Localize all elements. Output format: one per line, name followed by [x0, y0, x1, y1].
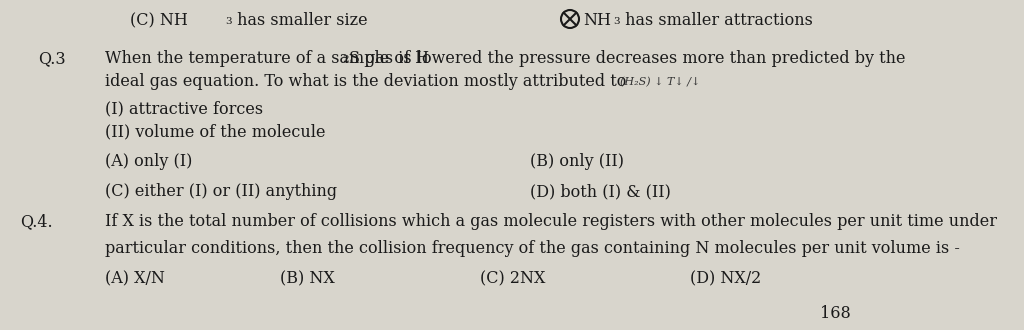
Text: (II) volume of the molecule: (II) volume of the molecule [105, 123, 326, 140]
Text: Q.3: Q.3 [38, 50, 66, 67]
Text: (I) attractive forces: (I) attractive forces [105, 100, 263, 117]
Text: (C) either (I) or (II) anything: (C) either (I) or (II) anything [105, 183, 337, 200]
Text: (B) NX: (B) NX [280, 270, 335, 287]
Text: has smaller size: has smaller size [232, 12, 368, 29]
Text: (C) 2NX: (C) 2NX [480, 270, 546, 287]
Text: When the temperature of a sample of H: When the temperature of a sample of H [105, 50, 429, 67]
Text: 168: 168 [820, 305, 851, 322]
Text: (B) only (II): (B) only (II) [530, 153, 624, 170]
Text: (C) NH: (C) NH [130, 12, 187, 29]
Text: (A) X/N: (A) X/N [105, 270, 165, 287]
Text: (D) both (I) & (II): (D) both (I) & (II) [530, 183, 671, 200]
Text: 2: 2 [343, 55, 349, 64]
Text: has smaller attractions: has smaller attractions [620, 12, 813, 29]
Text: Q.4.: Q.4. [20, 213, 52, 230]
Text: particular conditions, then the collision frequency of the gas containing N mole: particular conditions, then the collisio… [105, 240, 959, 257]
Text: NH: NH [583, 12, 611, 29]
Text: 3: 3 [613, 17, 620, 26]
Text: 3: 3 [225, 17, 231, 26]
Text: S gas is lowered the pressure decreases more than predicted by the: S gas is lowered the pressure decreases … [348, 50, 905, 67]
Text: (H₂S) ↓ T↓ /↓: (H₂S) ↓ T↓ /↓ [620, 77, 700, 87]
Text: If X is the total number of collisions which a gas molecule registers with other: If X is the total number of collisions w… [105, 213, 997, 230]
Text: ideal gas equation. To what is the deviation mostly attributed to: ideal gas equation. To what is the devia… [105, 73, 627, 90]
Text: (A) only (I): (A) only (I) [105, 153, 193, 170]
Text: (D) NX/2: (D) NX/2 [690, 270, 761, 287]
